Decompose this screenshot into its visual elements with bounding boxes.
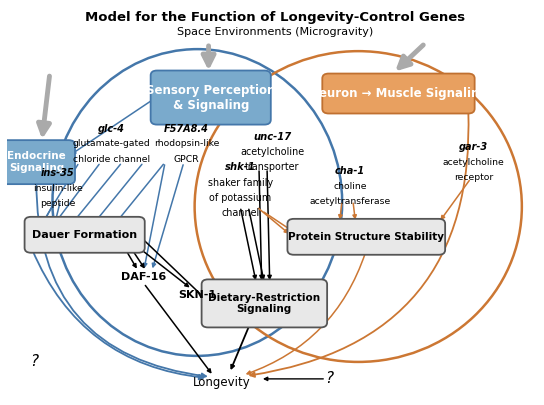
Text: DAF-16: DAF-16 bbox=[121, 272, 166, 282]
Text: ?: ? bbox=[29, 354, 38, 369]
Text: acetylcholine: acetylcholine bbox=[443, 158, 504, 166]
Text: shaker family: shaker family bbox=[208, 178, 273, 188]
Text: glutamate-gated: glutamate-gated bbox=[72, 139, 150, 149]
Text: acetylcholine: acetylcholine bbox=[240, 147, 305, 157]
Text: unc-17: unc-17 bbox=[254, 132, 292, 142]
FancyBboxPatch shape bbox=[24, 217, 145, 253]
FancyBboxPatch shape bbox=[322, 74, 475, 113]
Text: cha-1: cha-1 bbox=[335, 166, 365, 176]
FancyBboxPatch shape bbox=[151, 70, 271, 125]
Text: choline: choline bbox=[333, 182, 367, 191]
Text: chloride channel: chloride channel bbox=[73, 155, 150, 164]
Text: glc-4: glc-4 bbox=[98, 124, 125, 134]
Text: Neuron → Muscle Signaling: Neuron → Muscle Signaling bbox=[309, 87, 488, 100]
Text: GPCR: GPCR bbox=[174, 155, 200, 164]
Text: channel: channel bbox=[221, 209, 259, 218]
Text: Space Environments (Microgravity): Space Environments (Microgravity) bbox=[177, 27, 373, 37]
Text: acetyltransferase: acetyltransferase bbox=[310, 197, 391, 206]
Text: of potassium: of potassium bbox=[209, 193, 271, 203]
Text: gar-3: gar-3 bbox=[459, 142, 488, 152]
FancyBboxPatch shape bbox=[287, 219, 445, 255]
Text: F57A8.4: F57A8.4 bbox=[164, 124, 209, 134]
Text: insulin-like: insulin-like bbox=[33, 184, 83, 193]
FancyBboxPatch shape bbox=[0, 140, 75, 184]
Text: ?: ? bbox=[325, 371, 333, 386]
FancyBboxPatch shape bbox=[202, 279, 327, 327]
Text: peptide: peptide bbox=[40, 199, 76, 208]
Text: Longevity: Longevity bbox=[193, 375, 250, 389]
Text: Endocrine
Signaling: Endocrine Signaling bbox=[7, 151, 66, 173]
Text: Dauer Formation: Dauer Formation bbox=[32, 230, 137, 240]
Text: Dietary-Restriction
Signaling: Dietary-Restriction Signaling bbox=[208, 292, 320, 314]
Text: Sensory Perception
& Signaling: Sensory Perception & Signaling bbox=[146, 83, 275, 111]
Text: shk-1: shk-1 bbox=[225, 162, 256, 173]
Text: SKN-1: SKN-1 bbox=[178, 290, 217, 301]
Text: receptor: receptor bbox=[454, 173, 493, 182]
Text: ins-35: ins-35 bbox=[41, 168, 75, 178]
Text: Model for the Function of Longevity-Control Genes: Model for the Function of Longevity-Cont… bbox=[85, 11, 465, 24]
Text: rhodopsin-like: rhodopsin-like bbox=[154, 139, 219, 149]
Text: Protein Structure Stability: Protein Structure Stability bbox=[288, 232, 444, 242]
Text: transporter: transporter bbox=[245, 162, 300, 173]
